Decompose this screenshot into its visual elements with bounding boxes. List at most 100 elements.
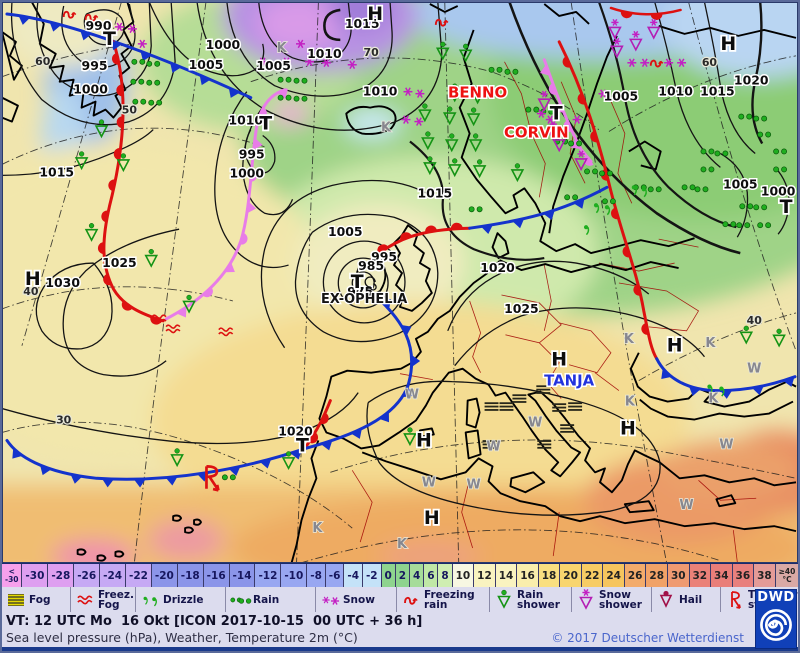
rain-shower-symbol xyxy=(472,159,487,179)
cold-front-marker xyxy=(110,40,122,51)
weather-symbols xyxy=(62,10,788,492)
scale-cell: 36 xyxy=(732,564,755,587)
map-text: T xyxy=(780,196,793,218)
surface-pressure-map: 990 995 1000 1000 1005 1010 995 1000 1015 1015 101… xyxy=(2,2,798,564)
map-text: H xyxy=(667,335,683,357)
hail-icon xyxy=(659,590,673,608)
fog-symbol xyxy=(484,402,499,411)
rain-symbol xyxy=(488,66,503,73)
rain-symbol xyxy=(753,204,768,211)
snow-symbol xyxy=(282,57,292,67)
rain-symbol xyxy=(647,186,662,193)
map-text: EX-OPHELIA xyxy=(321,292,407,307)
fog-y-icon xyxy=(8,593,24,606)
rain-shower-symbol xyxy=(281,451,296,471)
rain-shower-symbol xyxy=(418,103,432,123)
map-text: TANJA xyxy=(544,372,595,390)
scale-cell: 12 xyxy=(474,564,496,587)
scale-cell: -20 xyxy=(151,564,178,587)
copyright-notice: © 2017 Deutscher Wetterdienst xyxy=(551,631,744,645)
snow-symbol xyxy=(321,58,331,68)
map-text: W xyxy=(679,498,693,513)
rain-symbol xyxy=(221,474,236,481)
warm-front-marker xyxy=(113,148,121,160)
map-text: 990 xyxy=(86,18,112,33)
rain-shower-icon xyxy=(497,589,511,609)
warm-front-marker xyxy=(548,83,557,95)
rain-symbol xyxy=(148,99,163,106)
snow-symbol xyxy=(347,60,357,70)
legend-item-rain-shower: Rain shower xyxy=(490,587,572,612)
map-text: H xyxy=(720,33,736,55)
rain-shower-symbol xyxy=(739,325,754,345)
dwd-logo: DWD xyxy=(755,589,797,649)
map-text: 1005 xyxy=(256,58,291,73)
scale-cell: 8 xyxy=(438,564,453,587)
freezing-fog-symbol xyxy=(151,314,167,324)
warm-front-marker xyxy=(116,116,123,129)
rain-symbol xyxy=(146,79,161,86)
rain-shower-symbol xyxy=(144,248,159,268)
map-text: T xyxy=(550,103,563,125)
drizzle-symbol xyxy=(604,205,611,216)
rain-symbol xyxy=(131,58,146,65)
rain-symbol xyxy=(773,148,788,155)
cold-front-marker xyxy=(481,224,493,235)
map-text: 1025 xyxy=(504,301,539,316)
warm-front-marker xyxy=(562,56,572,68)
legend-label: Rain shower xyxy=(517,588,560,611)
cold-front-marker xyxy=(276,88,289,99)
warm-front-marker xyxy=(450,222,463,230)
scale-cell: 34 xyxy=(711,564,733,587)
rain-symbol xyxy=(757,222,772,229)
snow-symbol xyxy=(640,58,650,68)
scale-cell: 4 xyxy=(410,564,425,587)
symbol-legend: Fog Freez. Fog Drizzle Rain Snow Freezing rain R… xyxy=(2,587,798,613)
map-text: 995 xyxy=(239,146,265,161)
cold-front-marker xyxy=(165,476,178,486)
fog-symbol xyxy=(560,424,575,433)
cold-front-marker xyxy=(224,262,235,273)
fog-symbol xyxy=(512,394,527,403)
map-text: W xyxy=(405,388,419,403)
map-text: T xyxy=(351,271,364,293)
map-text: K xyxy=(705,336,716,351)
map-text: H xyxy=(620,417,636,439)
rain-symbol xyxy=(132,98,147,105)
cold-front-marker xyxy=(783,376,795,387)
map-text: W xyxy=(719,437,733,452)
thunderstorm-symbol xyxy=(205,464,220,492)
scale-cell: 32 xyxy=(689,564,712,587)
rain-shower-symbol xyxy=(94,119,109,139)
snow-symbol xyxy=(137,39,147,49)
rain-symbol xyxy=(564,194,579,201)
scale-cell: 26 xyxy=(624,564,647,587)
map-text: T xyxy=(259,113,272,135)
snow-symbol xyxy=(304,57,314,67)
fog-symbol xyxy=(482,440,497,449)
rain-shower-symbol xyxy=(510,163,525,183)
cold-front-marker xyxy=(253,138,263,150)
cold-front-marker xyxy=(140,51,152,62)
cold-front-marker xyxy=(246,201,257,214)
bottom-border-bar xyxy=(2,647,798,651)
legend-item-snow: Snow xyxy=(316,587,397,612)
cold-front-marker xyxy=(40,465,52,476)
freezing-fog-icon xyxy=(77,595,93,604)
drizzle-icon xyxy=(143,596,157,606)
snow-symbol xyxy=(401,115,411,124)
map-text: K xyxy=(624,332,635,347)
rain-symbol xyxy=(568,140,583,147)
map-text: W xyxy=(747,362,761,377)
scale-cell: 20 xyxy=(560,564,582,587)
map-text: K xyxy=(708,392,719,407)
drizzle-symbol xyxy=(707,384,713,395)
warm-front-marker xyxy=(641,322,649,335)
map-text: W xyxy=(422,475,436,490)
cold-front-marker xyxy=(543,210,555,221)
map-text: 975 xyxy=(347,284,373,299)
cold-front-marker xyxy=(752,385,764,396)
rain-shower-symbol xyxy=(116,153,131,173)
warm-front-marker xyxy=(633,283,641,296)
